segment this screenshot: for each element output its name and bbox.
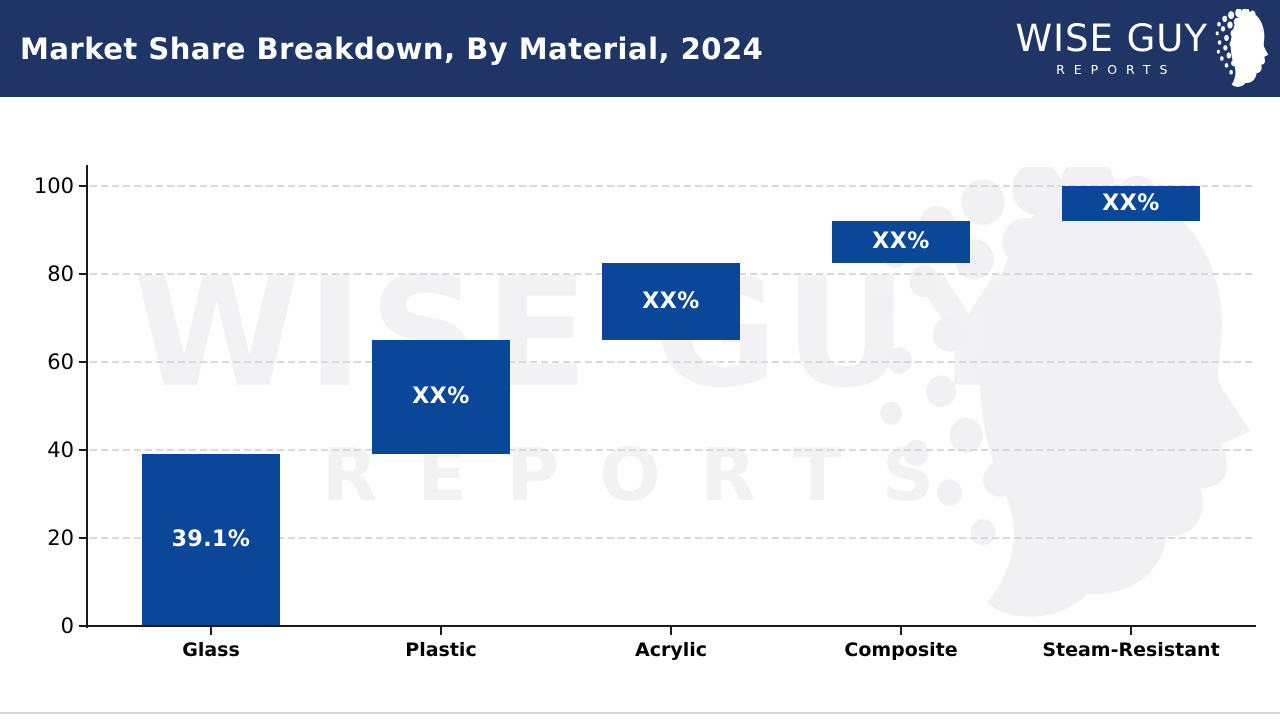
- header: Market Share Breakdown, By Material, 202…: [0, 0, 1280, 97]
- bar-plastic: XX%: [372, 340, 510, 454]
- y-tick-mark: [79, 449, 88, 451]
- y-tick-label: 40: [47, 438, 74, 462]
- y-tick-mark: [79, 361, 88, 363]
- bar-value-label: XX%: [872, 229, 930, 255]
- x-axis-line: [86, 625, 1256, 627]
- bar-acrylic: XX%: [602, 262, 740, 340]
- logo-text: WISE GUY REPORTS: [1016, 20, 1208, 77]
- bar-value-label: XX%: [642, 288, 700, 314]
- bar-value-label: XX%: [412, 384, 470, 410]
- y-tick-label: 80: [47, 262, 74, 286]
- y-tick-label: 60: [47, 350, 74, 374]
- y-axis-line: [86, 165, 88, 628]
- gridline-y20: [90, 537, 1256, 539]
- x-category-label: Steam-Resistant: [1042, 639, 1220, 661]
- wiseguy-logo: WISE GUY REPORTS: [1016, 0, 1270, 97]
- x-tick-mark: [1130, 627, 1132, 635]
- y-tick-label: 0: [60, 614, 74, 638]
- x-tick-mark: [440, 627, 442, 635]
- gridline-y60: [90, 361, 1256, 363]
- x-tick-mark: [670, 627, 672, 635]
- bar-steam-resistant: XX%: [1062, 186, 1200, 221]
- gridline-y100: [90, 185, 1256, 187]
- y-tick-mark: [79, 273, 88, 275]
- x-category-label: Glass: [182, 639, 240, 661]
- bar-glass: 39.1%: [142, 453, 280, 626]
- chart-area: WISE GUY REPORTS 39.1% XX% XX% XX% XX% 0 20 40 6…: [0, 97, 1280, 712]
- bar-composite: XX%: [832, 220, 970, 263]
- y-tick-label: 100: [33, 174, 74, 198]
- x-category-label: Acrylic: [634, 639, 707, 661]
- bottom-divider: [0, 712, 1280, 714]
- y-tick-mark: [79, 625, 88, 627]
- y-tick-label: 20: [47, 526, 74, 550]
- watermark-name: WISE GUY: [133, 244, 1030, 421]
- x-tick-mark: [900, 627, 902, 635]
- x-category-label: Plastic: [405, 639, 477, 661]
- gridline-y40: [90, 449, 1256, 451]
- logo-name-label: WISE GUY: [1015, 17, 1208, 60]
- bar-value-label: 39.1%: [171, 527, 251, 553]
- wiseguy-face-icon: [1212, 6, 1270, 89]
- y-tick-mark: [79, 537, 88, 539]
- logo-tagline-label: REPORTS: [1056, 62, 1177, 77]
- bar-value-label: XX%: [1102, 190, 1160, 216]
- x-category-label: Composite: [844, 639, 958, 661]
- x-tick-mark: [210, 627, 212, 635]
- y-tick-mark: [79, 185, 88, 187]
- page-title: Market Share Breakdown, By Material, 202…: [20, 31, 764, 66]
